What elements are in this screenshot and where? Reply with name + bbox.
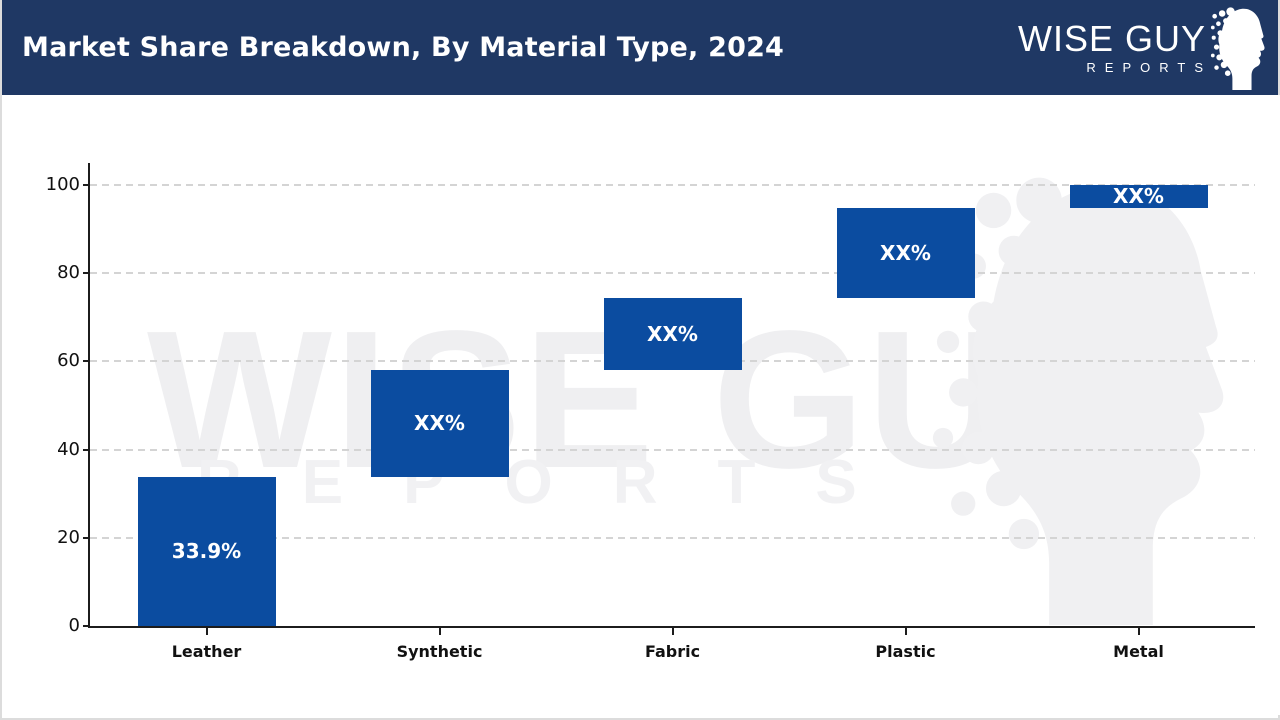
bar-value-label-plastic: XX% (880, 240, 931, 265)
bar-leather: 33.9% (137, 476, 276, 626)
gridline-40 (90, 448, 1255, 451)
y-axis-spine (88, 163, 90, 628)
y-tick-0 (83, 625, 90, 627)
wise-guy-logo: WISE GUY REPORTS (1018, 5, 1278, 91)
y-tick-100 (83, 184, 90, 187)
x-category-label-metal: Metal (1113, 642, 1164, 661)
x-axis-spine (88, 626, 1255, 628)
gridline-80 (90, 272, 1255, 275)
bar-value-label-metal: XX% (1113, 184, 1164, 209)
logo-text: WISE GUY REPORTS (1018, 20, 1206, 75)
watermark-subtext: REPORTS (197, 448, 917, 517)
y-tick-label-0: 0 (68, 615, 80, 636)
report-header: Market Share Breakdown, By Material Type… (2, 0, 1278, 95)
bar-value-label-synthetic: XX% (414, 411, 465, 436)
y-tick-label-60: 60 (57, 350, 80, 372)
x-tick-fabric (671, 628, 674, 635)
y-tick-label-40: 40 (57, 438, 80, 460)
bar-synthetic: XX% (370, 369, 509, 477)
y-tick-60 (83, 360, 90, 363)
gridline-20 (90, 536, 1255, 539)
bar-fabric: XX% (603, 298, 742, 370)
bar-value-label-fabric: XX% (647, 322, 698, 347)
y-tick-40 (83, 448, 90, 451)
x-tick-metal (1137, 628, 1140, 635)
bar-metal: XX% (1069, 184, 1208, 209)
x-tick-plastic (904, 628, 907, 635)
page-title: Market Share Breakdown, By Material Type… (22, 32, 785, 63)
x-category-label-leather: Leather (171, 642, 242, 661)
logo-wordmark: WISE GUY (1017, 18, 1206, 60)
y-tick-label-100: 100 (45, 174, 80, 196)
y-tick-80 (83, 272, 90, 275)
y-tick-20 (83, 536, 90, 539)
x-category-label-fabric: Fabric (644, 642, 701, 661)
gridline-100 (90, 184, 1255, 187)
x-tick-synthetic (438, 628, 441, 635)
bar-plastic: XX% (836, 207, 975, 299)
y-tick-label-80: 80 (57, 262, 80, 284)
x-category-label-synthetic: Synthetic (396, 642, 483, 661)
y-tick-label-20: 20 (57, 526, 80, 548)
wise-guy-head-icon (1210, 6, 1265, 90)
x-tick-leather (205, 628, 208, 635)
bar-value-label-leather: 33.9% (171, 539, 242, 564)
logo-subtext: REPORTS (1086, 59, 1212, 75)
x-category-label-plastic: Plastic (875, 642, 936, 661)
